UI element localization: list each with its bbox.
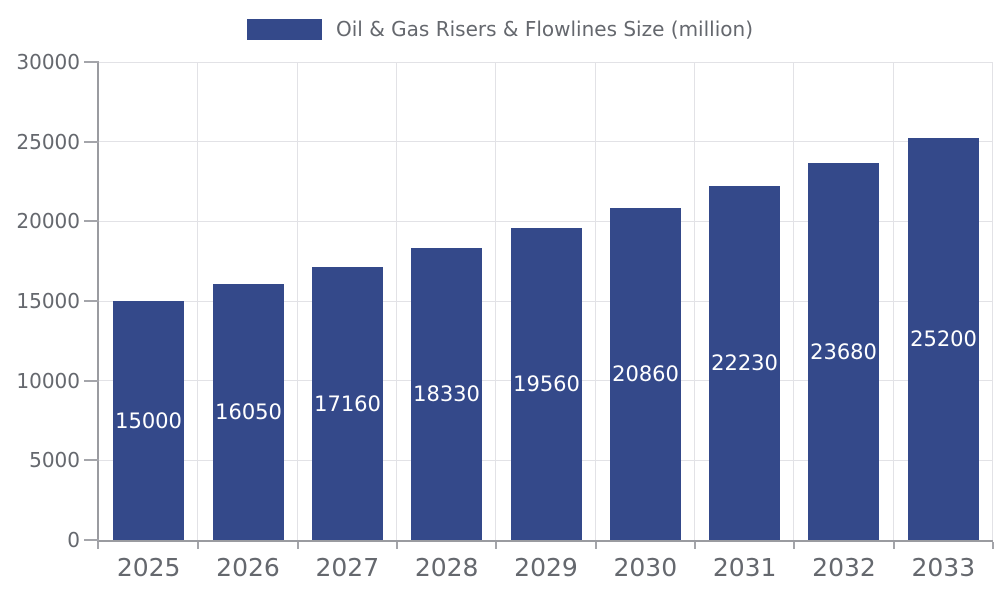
- x-axis-tick: [595, 542, 597, 549]
- bar-value-label: 18330: [413, 382, 480, 406]
- y-axis-tick: [84, 220, 99, 223]
- y-axis-tick: [84, 539, 99, 541]
- bar-value-label: 16050: [215, 400, 282, 424]
- gridline-vertical: [495, 62, 496, 540]
- y-axis-tick: [84, 459, 99, 462]
- gridline-vertical: [893, 62, 894, 540]
- bar-2028[interactable]: 18330: [411, 248, 482, 540]
- x-axis-label: 2028: [414, 553, 479, 582]
- bar-value-label: 20860: [612, 362, 679, 386]
- gridline-vertical: [197, 62, 198, 540]
- legend-item[interactable]: Oil & Gas Risers & Flowlines Size (milli…: [247, 16, 753, 42]
- bar-value-label: 17160: [314, 391, 381, 416]
- gridline-vertical: [396, 62, 397, 540]
- gridline-vertical: [297, 62, 298, 540]
- x-axis-tick: [793, 542, 795, 549]
- gridline-horizontal: [99, 141, 993, 143]
- y-axis-label: 20000: [16, 209, 80, 234]
- x-axis-tick: [694, 542, 696, 549]
- gridline-horizontal: [99, 220, 993, 222]
- x-axis-tick: [992, 542, 994, 549]
- gridline-vertical: [595, 62, 596, 540]
- bar-2031[interactable]: 22230: [709, 186, 780, 540]
- y-axis-label: 5000: [29, 448, 80, 473]
- x-axis-label: 2026: [216, 553, 280, 582]
- bar-2027[interactable]: 17160: [312, 267, 383, 540]
- x-axis-label: 2031: [712, 553, 777, 582]
- y-axis-label: 10000: [16, 368, 80, 393]
- y-axis-tick: [84, 61, 99, 63]
- gridline-vertical: [793, 62, 794, 540]
- x-axis-tick: [893, 542, 895, 549]
- gridline-horizontal: [99, 61, 993, 63]
- legend-swatch: [247, 18, 322, 40]
- x-axis-label: 2032: [812, 553, 876, 582]
- gridline-vertical: [694, 62, 695, 540]
- x-axis-label: 2033: [911, 553, 976, 582]
- y-axis-tick: [84, 300, 99, 302]
- bar-value-label: 23680: [810, 339, 877, 364]
- x-axis-label: 2027: [315, 553, 380, 582]
- bar-2032[interactable]: 23680: [808, 163, 879, 540]
- legend: Oil & Gas Risers & Flowlines Size (milli…: [0, 16, 1000, 42]
- bar-2033[interactable]: 25200: [908, 138, 979, 540]
- bar-value-label: 15000: [115, 408, 182, 433]
- gridline-vertical: [992, 62, 993, 540]
- x-axis-tick: [297, 542, 299, 549]
- bar-2025[interactable]: 15000: [113, 301, 184, 540]
- y-axis-label: 25000: [16, 129, 80, 154]
- y-axis-tick: [84, 379, 99, 382]
- y-axis-label: 15000: [16, 289, 80, 313]
- x-axis-label: 2030: [613, 553, 678, 582]
- x-axis-tick: [396, 542, 398, 549]
- x-axis-tick: [197, 542, 199, 549]
- x-axis-label: 2025: [116, 553, 181, 582]
- x-axis-label: 2029: [514, 553, 578, 582]
- legend-label: Oil & Gas Risers & Flowlines Size (milli…: [336, 17, 753, 41]
- bar-2026[interactable]: 16050: [213, 284, 284, 540]
- y-axis-label: 0: [67, 528, 80, 552]
- x-axis-tick: [97, 542, 99, 549]
- bar-2030[interactable]: 20860: [610, 208, 681, 540]
- bar-value-label: 22230: [711, 351, 778, 375]
- y-axis-tick: [84, 140, 99, 143]
- plot-area: 15000 16050 17160 18330 19560 20860 22230 23680…: [97, 61, 993, 542]
- bar-value-label: 19560: [513, 372, 580, 396]
- x-axis-tick: [495, 542, 497, 549]
- bar-2029[interactable]: 19560: [511, 228, 582, 540]
- y-axis-label: 30000: [16, 50, 80, 74]
- bar-value-label: 25200: [910, 327, 977, 351]
